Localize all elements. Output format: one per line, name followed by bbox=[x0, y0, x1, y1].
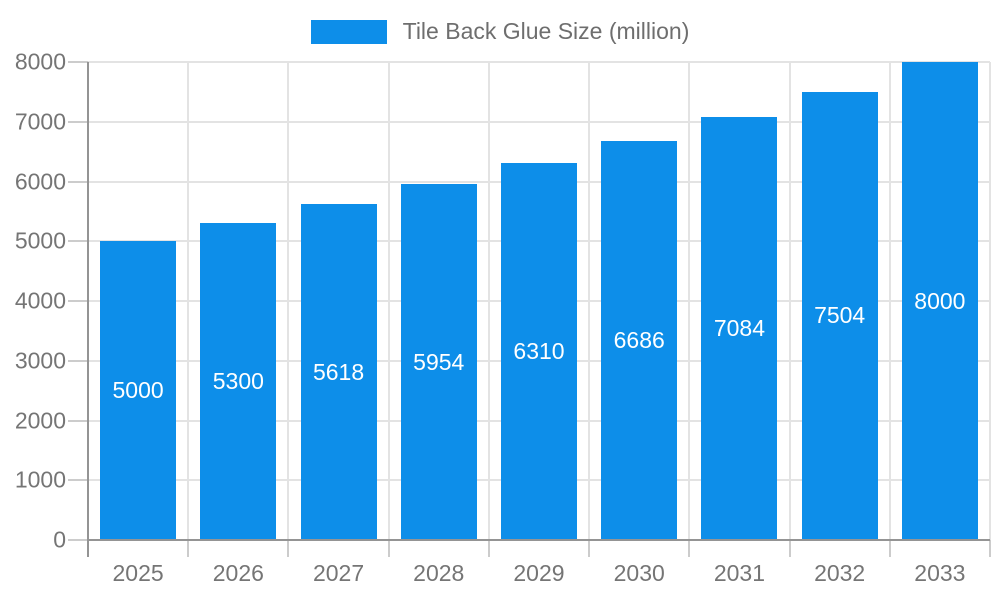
x-tick bbox=[688, 540, 691, 557]
y-axis-label: 2000 bbox=[14, 407, 66, 433]
y-tick bbox=[68, 240, 88, 243]
bar[interactable]: 5618 bbox=[300, 204, 377, 540]
bar-value-label: 5300 bbox=[212, 368, 264, 395]
gridline-v bbox=[387, 62, 390, 540]
legend-swatch bbox=[310, 19, 387, 44]
gridline-v bbox=[187, 62, 190, 540]
bar-value-label: 7084 bbox=[713, 314, 766, 341]
y-tick bbox=[68, 539, 88, 541]
bar[interactable]: 5000 bbox=[100, 241, 177, 540]
x-tick bbox=[187, 540, 190, 557]
bar[interactable]: 6686 bbox=[601, 140, 678, 540]
y-axis-label: 4000 bbox=[14, 287, 66, 314]
y-axis-label: 0 bbox=[53, 526, 66, 553]
bar-value-label: 5618 bbox=[312, 358, 365, 385]
y-tick bbox=[68, 419, 88, 422]
legend-item[interactable]: Tile Back Glue Size (million) bbox=[310, 18, 690, 45]
x-tick bbox=[588, 540, 591, 557]
bar[interactable]: 5954 bbox=[400, 184, 477, 540]
x-tick bbox=[487, 540, 490, 557]
y-axis-label: 8000 bbox=[14, 48, 66, 75]
gridline-v bbox=[688, 62, 691, 540]
bar-value-label: 7504 bbox=[814, 302, 866, 329]
x-axis-label: 2031 bbox=[713, 560, 766, 586]
y-tick bbox=[68, 120, 88, 123]
bar[interactable]: 7084 bbox=[701, 116, 778, 540]
legend: Tile Back Glue Size (million) bbox=[0, 18, 1000, 45]
y-axis-label: 1000 bbox=[14, 466, 66, 493]
x-tick bbox=[989, 540, 991, 557]
bar[interactable]: 6310 bbox=[501, 162, 577, 540]
x-tick bbox=[888, 540, 891, 557]
x-axis-label: 2029 bbox=[513, 560, 565, 586]
bar[interactable]: 5300 bbox=[200, 223, 277, 540]
bar-value-label: 6310 bbox=[513, 337, 565, 364]
bar-value-label: 5954 bbox=[413, 348, 465, 375]
gridline-v bbox=[788, 62, 791, 540]
y-axis-label: 3000 bbox=[14, 347, 66, 374]
x-axis-label: 2027 bbox=[312, 560, 365, 586]
x-axis-label: 2028 bbox=[413, 560, 465, 586]
x-axis-label: 2033 bbox=[914, 560, 966, 586]
y-tick bbox=[68, 180, 88, 183]
y-axis-line bbox=[87, 62, 89, 557]
y-axis-label: 6000 bbox=[14, 168, 66, 194]
x-axis-label: 2026 bbox=[212, 560, 264, 586]
y-tick bbox=[68, 61, 88, 63]
legend-label: Tile Back Glue Size (million) bbox=[402, 18, 690, 44]
y-tick bbox=[68, 359, 88, 362]
gridline-h bbox=[88, 61, 990, 63]
gridline-v bbox=[888, 62, 891, 540]
gridline-v bbox=[588, 62, 591, 540]
x-axis-line bbox=[87, 539, 990, 541]
y-axis-label: 7000 bbox=[14, 108, 66, 135]
x-axis-label: 2032 bbox=[814, 560, 866, 586]
bar-value-label: 5000 bbox=[112, 377, 164, 404]
x-axis-label: 2030 bbox=[613, 560, 665, 586]
x-axis-label: 2025 bbox=[112, 560, 164, 586]
bar[interactable]: 8000 bbox=[901, 62, 978, 540]
x-tick bbox=[788, 540, 791, 557]
x-tick bbox=[387, 540, 390, 557]
y-tick bbox=[68, 479, 88, 482]
y-tick bbox=[68, 300, 88, 302]
gridline-v bbox=[487, 62, 490, 540]
gridline-v bbox=[989, 62, 991, 540]
gridline-h bbox=[88, 120, 990, 123]
gridline-v bbox=[287, 62, 290, 540]
bar[interactable]: 7504 bbox=[801, 91, 878, 540]
bar-value-label: 8000 bbox=[914, 287, 966, 314]
bar-value-label: 6686 bbox=[613, 326, 665, 353]
x-tick bbox=[287, 540, 290, 557]
y-axis-label: 5000 bbox=[14, 227, 66, 254]
